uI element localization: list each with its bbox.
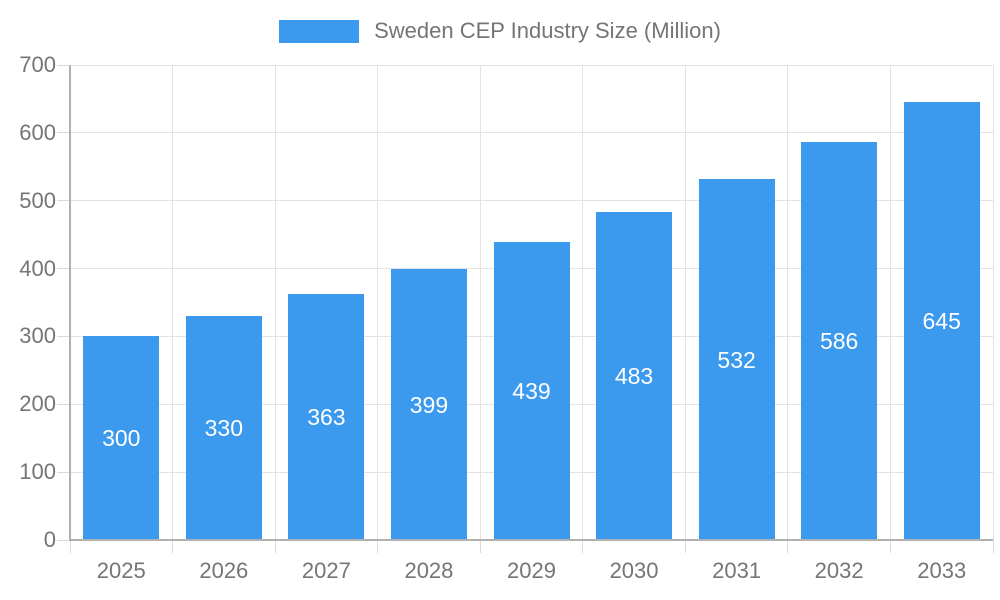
y-axis-tick — [57, 200, 70, 202]
y-axis-tick — [57, 539, 70, 541]
bar — [83, 336, 160, 539]
y-axis-tick — [57, 132, 70, 134]
bar-value-label: 483 — [614, 363, 654, 390]
y-axis-tick-label: 600 — [19, 119, 56, 145]
bar — [596, 212, 673, 539]
x-axis-tick — [172, 540, 174, 553]
y-axis-tick — [57, 335, 70, 337]
bar-value-label: 300 — [102, 425, 141, 452]
bar-value-label: 645 — [922, 308, 961, 335]
x-axis-tick — [479, 540, 481, 553]
legend-label[interactable]: Sweden CEP Industry Size (Million) — [374, 18, 721, 43]
legend[interactable]: Sweden CEP Industry Size (Million) — [0, 18, 1000, 44]
y-axis-tick-label: 0 — [43, 527, 56, 552]
x-axis-tick-label: 2028 — [404, 558, 454, 583]
x-axis-tick — [889, 540, 891, 553]
x-gridline — [582, 65, 584, 540]
bar-value-label: 330 — [204, 415, 243, 442]
y-axis-tick — [57, 64, 70, 66]
x-gridline — [684, 65, 686, 540]
x-axis-tick — [684, 540, 686, 553]
y-axis-tick — [57, 403, 70, 405]
x-axis-tick-label: 2030 — [609, 558, 659, 583]
bar — [390, 269, 467, 539]
y-axis-tick-label: 300 — [19, 323, 56, 349]
x-axis-tick-label: 2026 — [199, 558, 249, 583]
x-axis-line — [69, 539, 993, 541]
bar-value-label: 532 — [717, 346, 756, 373]
x-axis-tick — [69, 540, 71, 553]
bar-value-label: 586 — [819, 328, 859, 355]
y-axis-tick-label: 200 — [19, 391, 56, 417]
y-axis-tick — [57, 471, 70, 473]
bar — [903, 102, 980, 539]
bar — [801, 142, 878, 539]
x-axis-tick — [274, 540, 276, 553]
y-gridline — [70, 132, 993, 134]
bar — [185, 316, 262, 539]
y-axis-tick-label: 700 — [19, 52, 56, 77]
x-gridline — [377, 65, 379, 540]
x-gridline — [889, 65, 891, 540]
bar — [698, 179, 775, 539]
x-axis-tick-label: 2027 — [301, 558, 351, 583]
y-axis-tick — [57, 268, 70, 270]
x-axis-tick-label: 2031 — [712, 558, 762, 583]
x-gridline — [479, 65, 481, 540]
y-gridline — [70, 200, 993, 202]
x-axis-tick-label: 2032 — [814, 558, 864, 583]
x-axis-tick — [377, 540, 379, 553]
y-axis-line — [69, 65, 71, 540]
bar — [288, 293, 365, 539]
x-axis-tick — [992, 540, 994, 553]
bar-value-label: 439 — [512, 378, 551, 405]
legend-swatch[interactable] — [279, 19, 360, 43]
x-gridline — [992, 65, 994, 540]
x-axis-tick-label: 2029 — [507, 558, 556, 583]
bar-value-label: 399 — [409, 391, 449, 418]
bar — [493, 242, 570, 539]
y-axis-tick-label: 400 — [19, 255, 56, 281]
y-axis-tick-label: 100 — [19, 459, 56, 485]
x-gridline — [172, 65, 174, 540]
x-axis-tick-label: 2033 — [917, 558, 967, 583]
y-gridline — [70, 64, 993, 66]
bar-value-label: 363 — [307, 403, 346, 430]
x-axis-tick — [787, 540, 789, 553]
x-axis-tick-label: 2025 — [96, 558, 146, 583]
x-axis-tick — [582, 540, 584, 553]
y-axis-tick-label: 500 — [19, 187, 56, 213]
x-gridline — [787, 65, 789, 540]
x-gridline — [274, 65, 276, 540]
